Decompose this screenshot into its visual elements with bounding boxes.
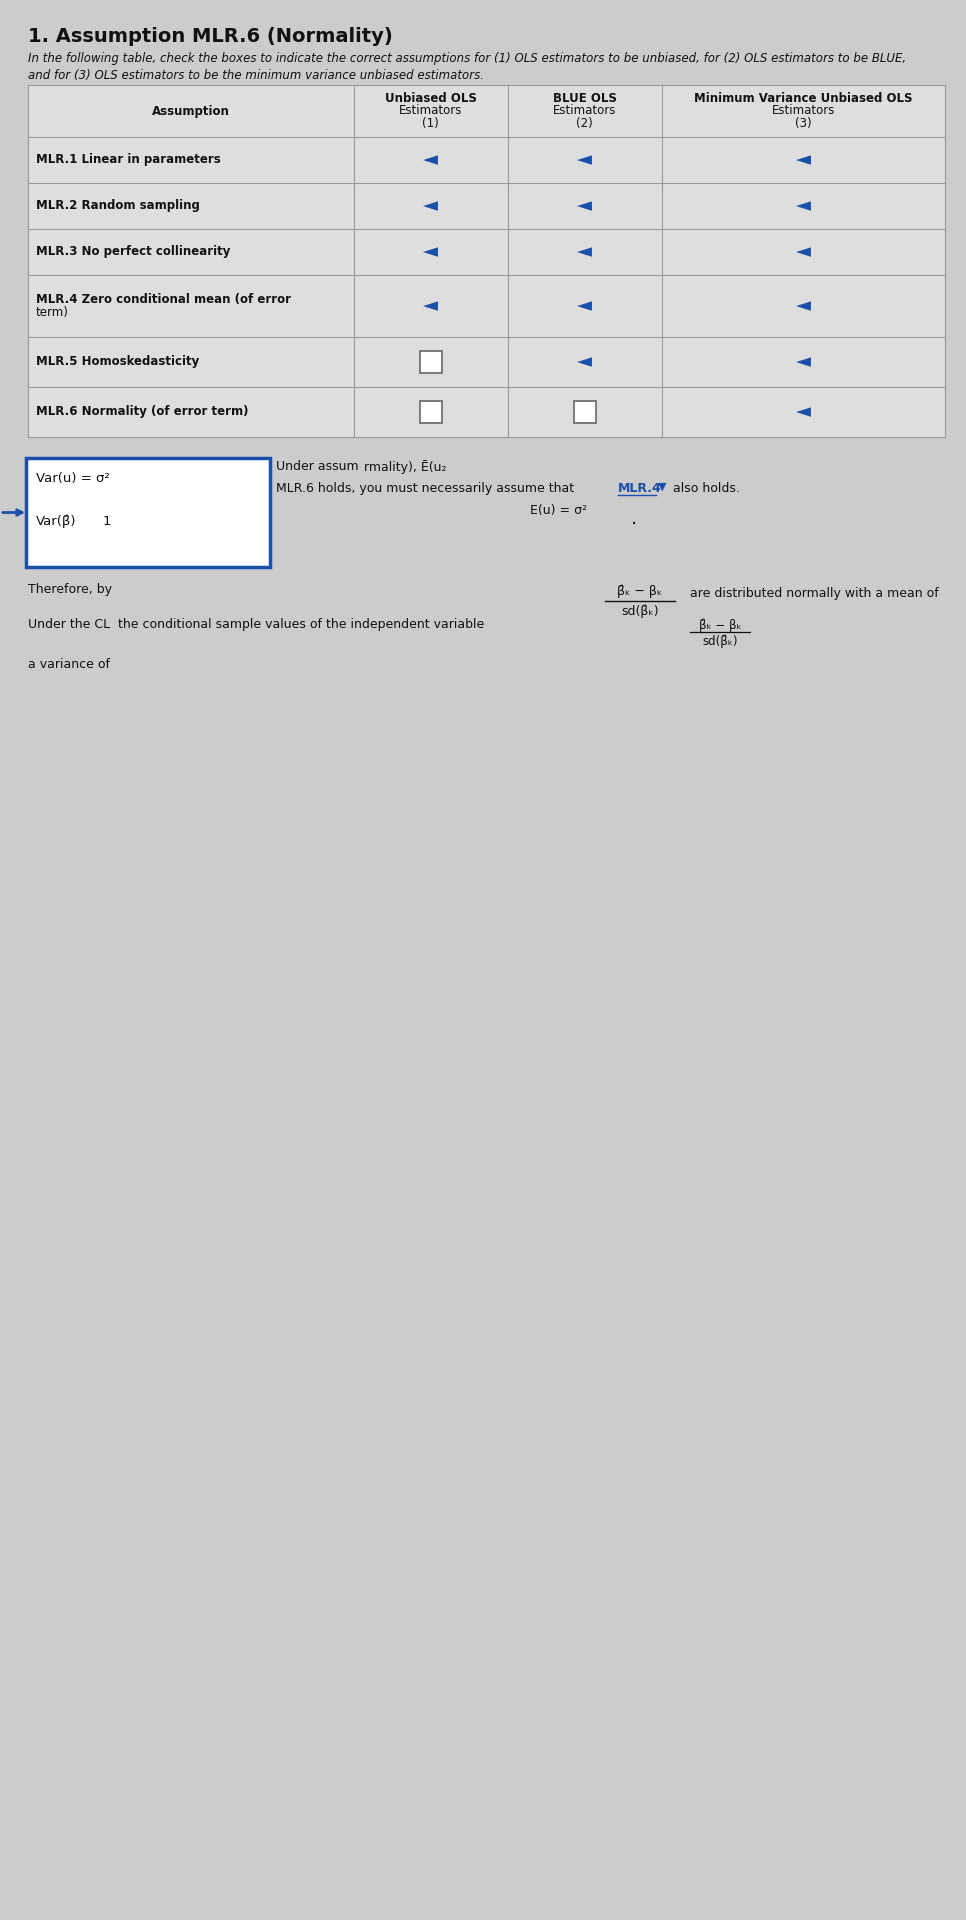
Text: MLR.6 Normality (of error term): MLR.6 Normality (of error term) bbox=[36, 405, 248, 419]
Text: also holds.: also holds. bbox=[673, 482, 740, 495]
Text: ◄: ◄ bbox=[796, 403, 810, 422]
Text: a variance of: a variance of bbox=[28, 659, 110, 670]
Text: Estimators: Estimators bbox=[772, 104, 835, 117]
Text: Assumption: Assumption bbox=[152, 104, 230, 117]
Text: MLR.2 Random sampling: MLR.2 Random sampling bbox=[36, 200, 200, 213]
Text: MLR.1 Linear in parameters: MLR.1 Linear in parameters bbox=[36, 154, 221, 167]
Text: Minimum Variance Unbiased OLS: Minimum Variance Unbiased OLS bbox=[695, 92, 913, 104]
Text: MLR.6 holds, you must necessarily assume that: MLR.6 holds, you must necessarily assume… bbox=[276, 482, 574, 495]
Text: Therefore, by: Therefore, by bbox=[28, 584, 112, 595]
Text: the conditional sample values of the independent variable: the conditional sample values of the ind… bbox=[118, 618, 484, 632]
FancyBboxPatch shape bbox=[26, 459, 270, 566]
Text: ◄: ◄ bbox=[796, 242, 810, 261]
Text: β̂ₖ − βₖ: β̂ₖ − βₖ bbox=[698, 618, 741, 632]
Text: MLR.3 No perfect collinearity: MLR.3 No perfect collinearity bbox=[36, 246, 230, 259]
Text: ◄: ◄ bbox=[796, 353, 810, 371]
Text: (1): (1) bbox=[422, 117, 439, 131]
Text: ◄: ◄ bbox=[423, 296, 438, 315]
Text: (2): (2) bbox=[577, 117, 593, 131]
Text: β̂ₖ − βₖ: β̂ₖ − βₖ bbox=[617, 586, 663, 599]
Text: term): term) bbox=[36, 305, 69, 319]
Text: 1. Assumption MLR.6 (Normality): 1. Assumption MLR.6 (Normality) bbox=[28, 27, 393, 46]
Text: Unbiased OLS: Unbiased OLS bbox=[384, 92, 476, 104]
Text: (3): (3) bbox=[795, 117, 811, 131]
Text: Estimators: Estimators bbox=[553, 104, 616, 117]
Text: BLUE OLS: BLUE OLS bbox=[553, 92, 616, 104]
Text: MLR.4: MLR.4 bbox=[618, 482, 662, 495]
Text: MLR.4 Zero conditional mean (of error: MLR.4 Zero conditional mean (of error bbox=[36, 294, 291, 305]
Text: Var(β̂): Var(β̂) bbox=[36, 515, 76, 528]
Text: Under the CL: Under the CL bbox=[28, 618, 110, 632]
Text: MLR.5 Homoskedasticity: MLR.5 Homoskedasticity bbox=[36, 355, 199, 369]
Text: ◄: ◄ bbox=[796, 296, 810, 315]
Text: ◄: ◄ bbox=[577, 242, 592, 261]
Text: 1: 1 bbox=[103, 515, 111, 528]
Text: ▼: ▼ bbox=[658, 482, 667, 492]
Text: Estimators: Estimators bbox=[399, 104, 463, 117]
Text: In the following table, check the boxes to indicate the correct assumptions for : In the following table, check the boxes … bbox=[28, 52, 906, 65]
Text: and for (3) OLS estimators to be the minimum variance unbiased estimators.: and for (3) OLS estimators to be the min… bbox=[28, 69, 484, 83]
Bar bbox=[574, 401, 596, 422]
Text: ◄: ◄ bbox=[577, 150, 592, 169]
Text: ◄: ◄ bbox=[577, 196, 592, 215]
Text: rmality), Ē(u₂: rmality), Ē(u₂ bbox=[364, 461, 446, 474]
Bar bbox=[419, 351, 441, 372]
Text: sd(β̂ₖ): sd(β̂ₖ) bbox=[702, 634, 738, 647]
Text: ◄: ◄ bbox=[796, 196, 810, 215]
Text: ◄: ◄ bbox=[423, 196, 438, 215]
Text: ◄: ◄ bbox=[577, 296, 592, 315]
Text: are distributed normally with a mean of: are distributed normally with a mean of bbox=[690, 586, 939, 599]
Text: ◄: ◄ bbox=[796, 150, 810, 169]
Bar bbox=[28, 84, 945, 438]
Text: E(u) = σ²: E(u) = σ² bbox=[530, 503, 587, 516]
Text: Var(u) = σ²: Var(u) = σ² bbox=[36, 472, 110, 486]
Text: ◄: ◄ bbox=[423, 242, 438, 261]
Text: ◄: ◄ bbox=[577, 353, 592, 371]
Bar bbox=[419, 401, 441, 422]
Text: ◄: ◄ bbox=[423, 150, 438, 169]
Text: .: . bbox=[631, 509, 638, 528]
Text: Under assum: Under assum bbox=[276, 461, 358, 472]
Text: sd(β̂ₖ): sd(β̂ₖ) bbox=[621, 605, 659, 618]
